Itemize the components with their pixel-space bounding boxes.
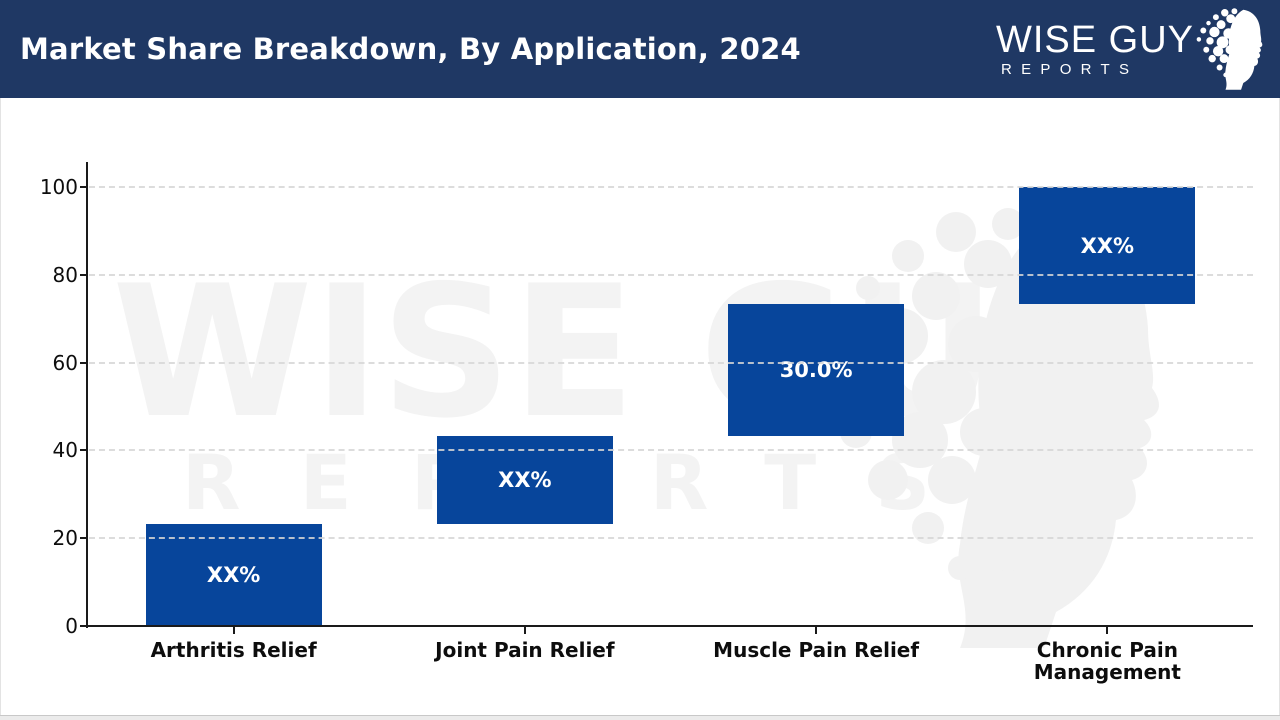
category-label: Arthritis Relief <box>84 638 384 662</box>
bar-muscle-pain-relief: 30.0% <box>728 304 905 436</box>
y-axis-tick <box>80 449 87 452</box>
category-label: Muscle Pain Relief <box>666 638 966 662</box>
x-axis-tick <box>232 627 235 634</box>
logo-wordmark: WISE GUY <box>995 19 1194 61</box>
y-axis-tick <box>80 186 87 188</box>
gridline <box>89 537 1253 540</box>
y-axis-tick <box>80 537 87 540</box>
x-axis-tick <box>523 627 526 634</box>
bar-value-label: XX% <box>1080 233 1135 258</box>
bar-value-label: XX% <box>206 562 261 587</box>
y-axis-tick-label: 80 <box>52 262 78 287</box>
category-label: Chronic Pain Management <box>957 638 1257 684</box>
category-label-line: Joint Pain Relief <box>435 638 615 662</box>
category-label-line: Muscle Pain Relief <box>713 638 920 662</box>
bar-value-label: XX% <box>498 467 552 492</box>
y-axis-tick <box>80 361 87 364</box>
bar-chronic-pain-management: XX% <box>1019 187 1196 305</box>
gridline <box>89 273 1253 276</box>
header-bar: Market Share Breakdown, By Application, … <box>0 0 1280 98</box>
category-label: Joint Pain Relief <box>375 638 675 662</box>
y-axis-tick-label: 100 <box>39 175 78 199</box>
gridline <box>89 449 1253 452</box>
category-label-line: Arthritis Relief <box>150 638 317 662</box>
wise-guy-reports-logo: WISE GUY REPORTS <box>996 8 1264 90</box>
bar-arthritis-relief: XX% <box>145 523 322 626</box>
gridline <box>89 361 1253 364</box>
y-axis-tick <box>80 625 87 627</box>
page-title: Market Share Breakdown, By Application, … <box>20 32 801 66</box>
gridline <box>89 186 1253 188</box>
bar-value-label: 30.0% <box>779 358 853 383</box>
x-axis-tick <box>815 627 818 634</box>
logo-text: WISE GUY REPORTS <box>996 20 1194 78</box>
x-axis-spine <box>86 625 1253 627</box>
y-axis-tick-label: 0 <box>65 614 78 638</box>
y-axis-tick <box>80 273 87 276</box>
footer-strip <box>0 715 1280 720</box>
category-label-line: Management <box>1033 659 1181 684</box>
y-axis-spine <box>86 162 88 628</box>
logo-subtitle: REPORTS <box>1000 61 1139 78</box>
category-label-line: Chronic Pain <box>1036 638 1178 662</box>
x-axis-tick <box>1106 627 1109 634</box>
y-axis-tick-label: 20 <box>52 526 78 551</box>
y-axis-tick-label: 60 <box>52 350 78 375</box>
y-axis-tick-label: 40 <box>52 438 78 463</box>
